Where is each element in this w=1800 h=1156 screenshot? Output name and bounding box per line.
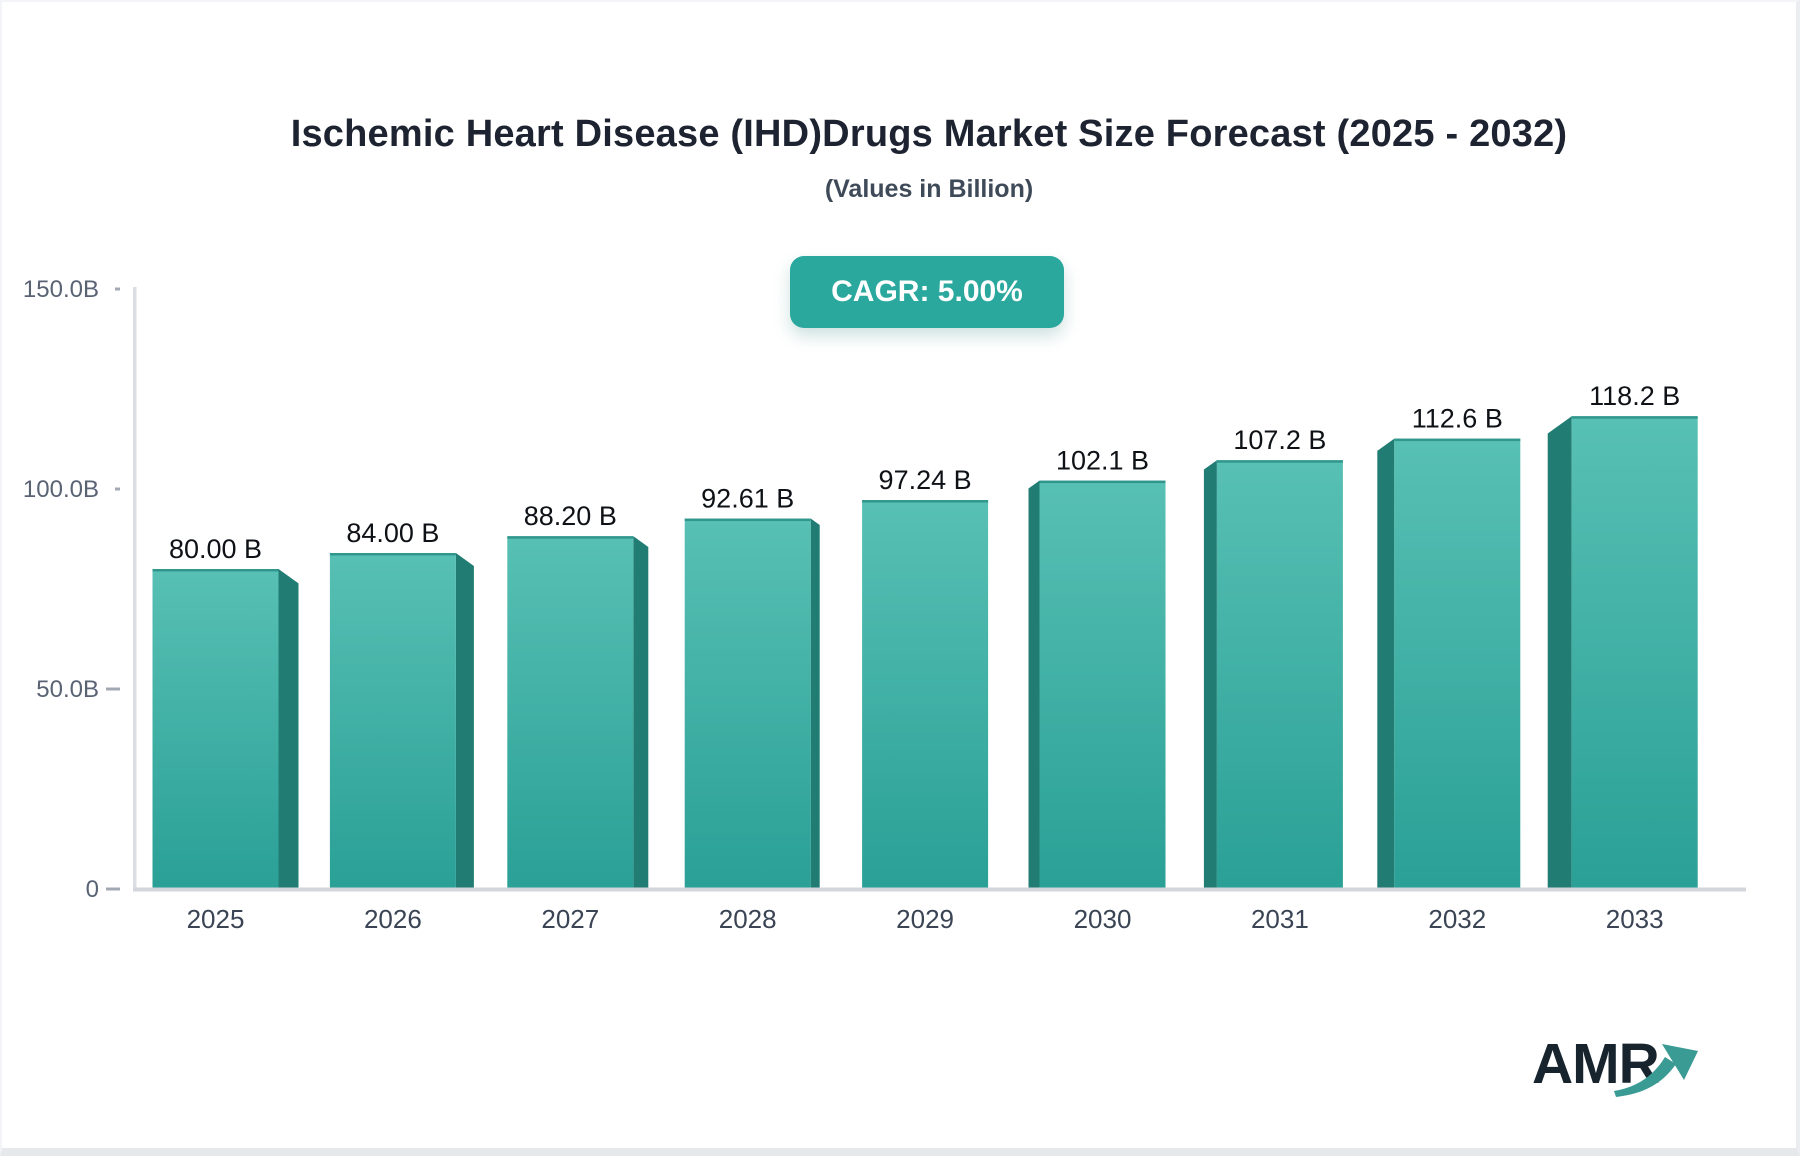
x-category-label: 2032 xyxy=(1428,904,1486,934)
bar-front-face xyxy=(862,500,989,888)
bar-group-2028: 92.61 B 2028 xyxy=(684,484,820,934)
bar-group-2029: 97.24 B 2029 xyxy=(862,465,989,934)
y-axis-tick xyxy=(115,487,120,491)
bar-value-label: 112.6 B xyxy=(1412,404,1503,434)
y-axis-tick-label: 150.0B xyxy=(23,276,99,303)
bar-group-2032: 112.6 B 2032 xyxy=(1377,404,1521,934)
x-category-label: 2026 xyxy=(364,904,422,934)
bar-value-label: 88.20 B xyxy=(524,501,617,531)
bar-top-edge xyxy=(1394,438,1521,442)
bar-value-label: 80.00 B xyxy=(169,534,262,564)
bar-value-label: 84.00 B xyxy=(346,518,439,548)
bar-front-face xyxy=(684,518,811,888)
bar-front-face xyxy=(1571,416,1698,888)
bar-value-label: 118.2 B xyxy=(1589,381,1680,411)
x-category-label: 2029 xyxy=(896,904,954,934)
x-axis-line xyxy=(133,887,1746,892)
bar-group-2031: 107.2 B 2031 xyxy=(1203,425,1343,934)
x-category-label: 2025 xyxy=(187,904,245,934)
bar-side-face xyxy=(1547,416,1572,888)
bar-front-face xyxy=(329,553,456,888)
amr-logo: AMR xyxy=(1532,1036,1712,1111)
bar-side-face xyxy=(455,553,474,888)
bar-value-label: 92.61 B xyxy=(701,484,794,514)
bar-top-edge xyxy=(329,553,456,556)
bar-front-face xyxy=(1216,460,1343,888)
bar-group-2026: 84.00 B 2026 xyxy=(329,518,474,934)
chart-title: Ischemic Heart Disease (IHD)Drugs Market… xyxy=(290,113,1568,155)
bar-top-edge xyxy=(152,569,279,572)
bar-front-face xyxy=(507,536,634,888)
x-category-label: 2030 xyxy=(1074,904,1132,934)
y-axis-line xyxy=(133,287,137,891)
bar-front-face xyxy=(152,569,279,888)
bar-front-face xyxy=(1394,438,1521,888)
cagr-badge-label: CAGR: 5.00% xyxy=(831,275,1023,308)
bar-side-face xyxy=(1203,460,1217,888)
bar-side-face xyxy=(278,569,299,888)
bar-top-edge xyxy=(1039,480,1166,484)
x-category-label: 2027 xyxy=(541,904,599,934)
y-axis-tick xyxy=(115,287,120,291)
y-axis-tick-label: 100.0B xyxy=(23,476,99,503)
y-axis-tick xyxy=(106,887,120,891)
bar-top-edge xyxy=(862,500,989,503)
bar-group-2027: 88.20 B 2027 xyxy=(507,501,649,934)
bar-group-2025: 80.00 B 2025 xyxy=(152,534,299,934)
bar-value-label: 102.1 B xyxy=(1056,446,1149,476)
x-category-label: 2033 xyxy=(1606,904,1664,934)
bar-side-face xyxy=(633,536,649,888)
growth-arrow-icon xyxy=(1614,1044,1698,1097)
bar-top-edge xyxy=(1216,460,1343,463)
cagr-badge: CAGR: 5.00% xyxy=(790,256,1064,328)
chart-subtitle: (Values in Billion) xyxy=(824,175,1034,203)
x-category-label: 2028 xyxy=(719,904,777,934)
bar-front-face xyxy=(1039,480,1166,888)
bar-value-label: 97.24 B xyxy=(879,465,972,495)
bar-top-edge xyxy=(684,518,811,522)
bar-top-edge xyxy=(507,536,634,539)
bar-side-face xyxy=(810,518,820,888)
bar-group-2033: 118.2 B 2033 xyxy=(1547,381,1698,934)
x-category-label: 2031 xyxy=(1251,904,1309,934)
bar-side-face xyxy=(1377,438,1395,888)
y-axis-tick-label: 50.0B xyxy=(36,676,99,703)
y-axis-tick-label: 0 xyxy=(86,876,99,903)
bar-top-edge xyxy=(1571,416,1698,419)
bar-group-2030: 102.1 B 2030 xyxy=(1028,446,1166,934)
bar-value-label: 107.2 B xyxy=(1233,425,1326,455)
bar-side-face xyxy=(1028,480,1040,888)
y-axis-tick xyxy=(106,687,120,691)
